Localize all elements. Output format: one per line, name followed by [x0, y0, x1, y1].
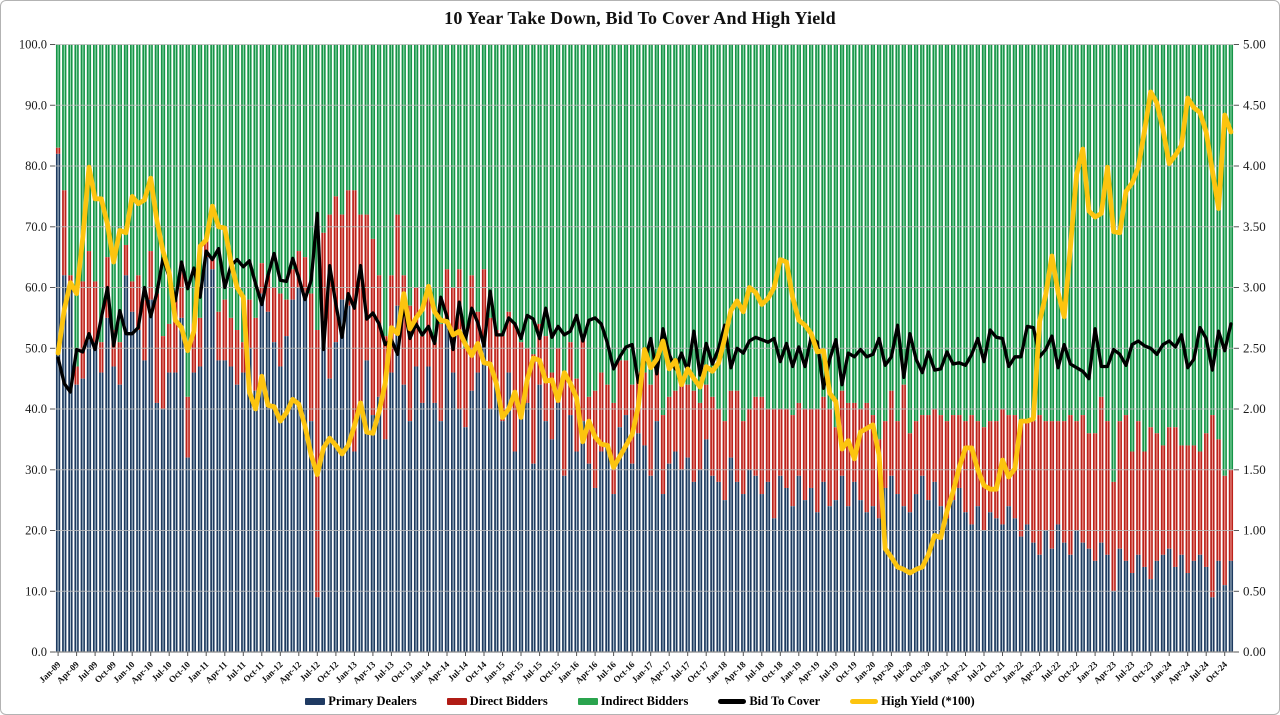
- svg-text:80.0: 80.0: [25, 159, 47, 173]
- svg-text:Apr-11: Apr-11: [203, 659, 229, 685]
- svg-text:50.0: 50.0: [25, 341, 47, 355]
- primary-dealers-swatch-icon: [305, 698, 326, 705]
- high-yield-line: [55, 89, 1234, 576]
- bars-layer: [55, 44, 1234, 653]
- svg-text:20.0: 20.0: [25, 524, 47, 538]
- svg-text:0.0: 0.0: [31, 645, 47, 659]
- legend: Primary Dealers Direct Bidders Indirect …: [1, 694, 1279, 709]
- legend-item-high-yield: High Yield (*100): [850, 694, 975, 709]
- legend-item-primary-dealers: Primary Dealers: [305, 694, 417, 709]
- legend-item-indirect-bidders: Indirect Bidders: [577, 694, 689, 709]
- x-axis-labels: Jan-09Apr-09Jul-09Oct-09Jan-10Apr-10Jul-…: [37, 659, 1229, 686]
- left-axis-labels: 0.0 10.0 20.0 30.0 40.0 50.0 60.0 70.0 80.0 90.0 1…: [19, 38, 47, 660]
- legend-label-indirect-bidders: Indirect Bidders: [600, 694, 689, 708]
- svg-text:30.0: 30.0: [25, 463, 47, 477]
- svg-text:40.0: 40.0: [25, 402, 47, 416]
- legend-label-bid-to-cover: Bid To Cover: [749, 694, 821, 708]
- svg-text:3.00: 3.00: [1243, 280, 1266, 295]
- axis-ticks: [50, 44, 1239, 656]
- svg-text:0.50: 0.50: [1243, 583, 1266, 598]
- svg-text:70.0: 70.0: [25, 220, 47, 234]
- svg-text:90.0: 90.0: [25, 98, 47, 112]
- svg-text:3.50: 3.50: [1243, 219, 1266, 234]
- legend-label-direct-bidders: Direct Bidders: [469, 694, 548, 708]
- legend-label-high-yield: High Yield (*100): [881, 694, 975, 708]
- svg-text:0.00: 0.00: [1243, 644, 1266, 659]
- svg-text:2.00: 2.00: [1243, 401, 1266, 416]
- svg-text:10.0: 10.0: [25, 584, 47, 598]
- indirect-bidders-swatch-icon: [577, 698, 598, 705]
- legend-label-primary-dealers: Primary Dealers: [328, 694, 417, 708]
- high-yield-line-icon: [850, 699, 879, 704]
- svg-text:5.00: 5.00: [1243, 37, 1266, 52]
- svg-text:4.00: 4.00: [1243, 158, 1266, 173]
- svg-text:60.0: 60.0: [25, 281, 47, 295]
- chart-title: 10 Year Take Down, Bid To Cover And High…: [444, 8, 836, 28]
- svg-text:Oct-24: Oct-24: [1204, 659, 1230, 685]
- svg-text:2.50: 2.50: [1243, 340, 1266, 355]
- bid-to-cover-line-icon: [718, 699, 747, 704]
- right-axis-labels: 0.00 0.50 1.00 1.50 2.00 2.50 3.00 3.50 4.00 4.50…: [1243, 37, 1266, 660]
- svg-text:100.0: 100.0: [19, 38, 47, 52]
- legend-item-direct-bidders: Direct Bidders: [446, 694, 548, 709]
- svg-text:4.50: 4.50: [1243, 97, 1266, 112]
- svg-text:1.00: 1.00: [1243, 523, 1266, 538]
- svg-text:1.50: 1.50: [1243, 462, 1266, 477]
- direct-bidders-swatch-icon: [446, 698, 467, 705]
- legend-item-bid-to-cover: Bid To Cover: [718, 694, 820, 709]
